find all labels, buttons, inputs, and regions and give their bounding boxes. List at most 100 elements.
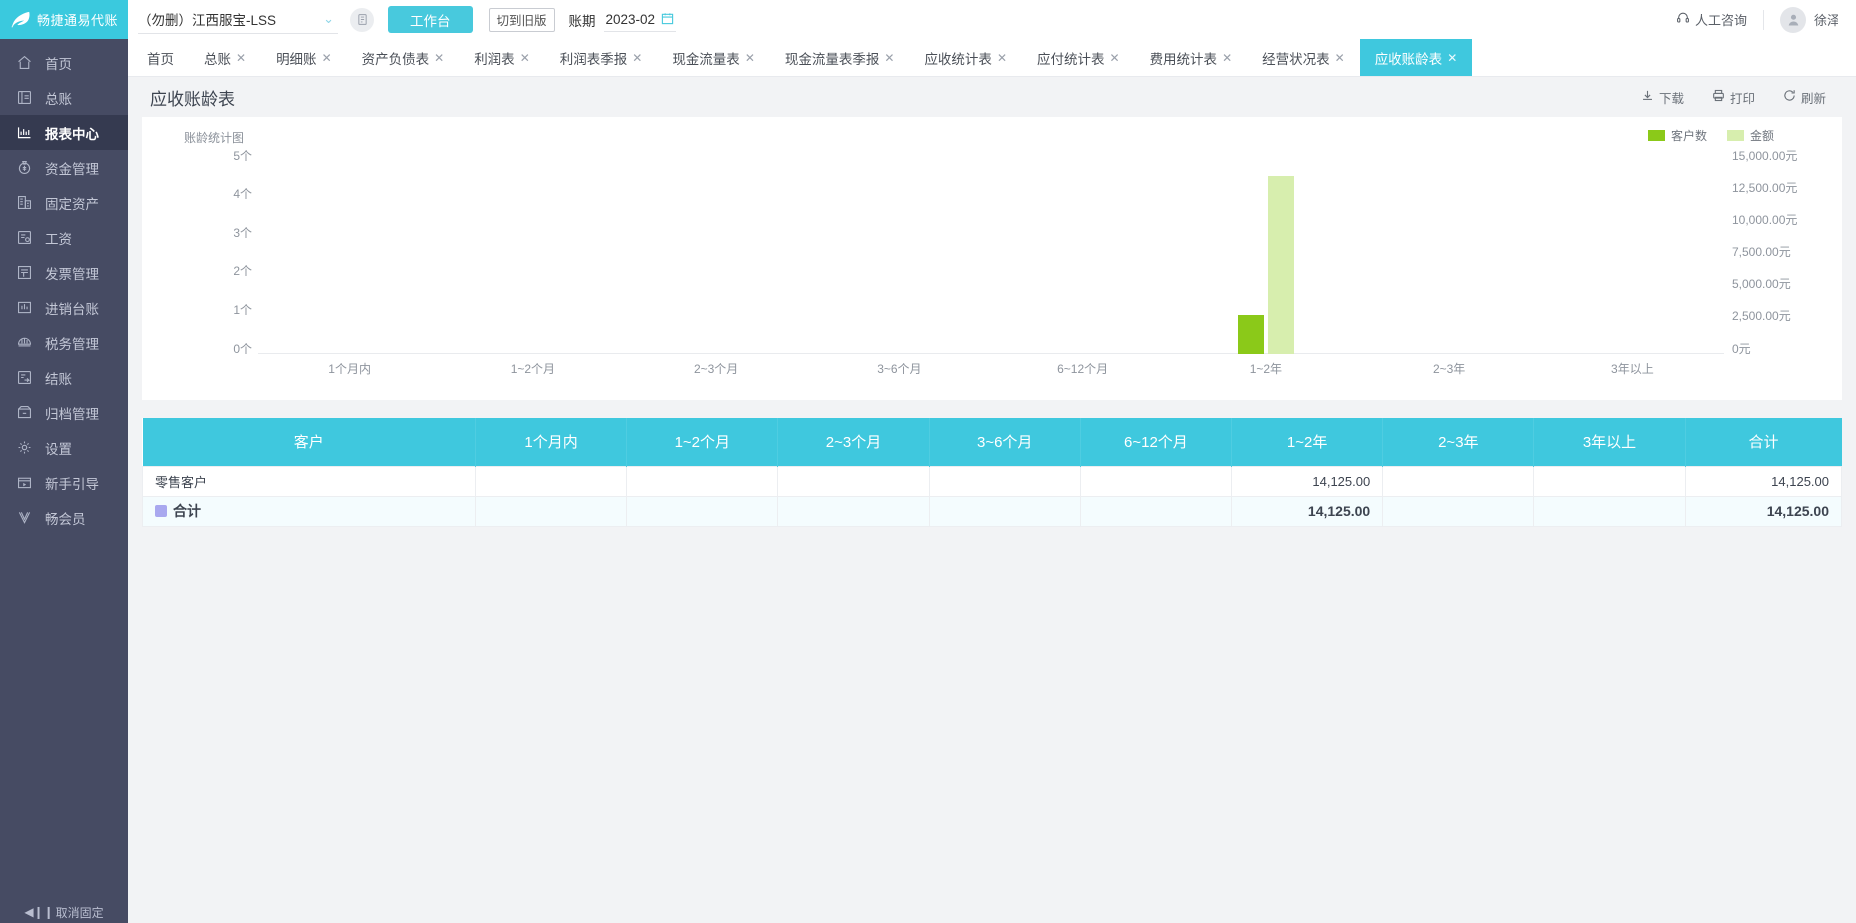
sidebar-item-onboarding-guide[interactable]: 新手引导 <box>0 465 128 500</box>
column-header-total[interactable]: 合计 <box>1685 418 1842 466</box>
book-icon[interactable] <box>350 7 374 32</box>
tab-business-status[interactable]: 经营状况表 ✕ <box>1247 39 1360 76</box>
tab-detail-ledger[interactable]: 明细账 ✕ <box>261 39 347 76</box>
sidebar-item-settlement[interactable]: 结账 <box>0 360 128 395</box>
sidebar-item-inventory-ledger[interactable]: 进销台账 <box>0 290 128 325</box>
money-bag-icon <box>16 159 33 176</box>
legend-item-amount[interactable]: 金额 <box>1726 127 1774 144</box>
close-icon[interactable]: ✕ <box>321 50 332 65</box>
close-icon[interactable]: ✕ <box>1447 50 1458 65</box>
period-label: 账期 <box>568 13 596 29</box>
sidebar-unpin-button[interactable]: ◀❙❙ 取消固定 <box>0 901 128 923</box>
cell-1-2-months <box>626 495 779 527</box>
close-icon[interactable]: ✕ <box>744 50 755 65</box>
bar-amount[interactable] <box>1267 176 1294 354</box>
tab-general-ledger[interactable]: 总账 ✕ <box>189 39 261 76</box>
download-button[interactable]: 下载 <box>1641 88 1684 107</box>
sidebar-item-fixed-assets[interactable]: 固定资产 <box>0 185 128 220</box>
bar-customer-count[interactable] <box>1237 315 1264 354</box>
tab-income-statement[interactable]: 利润表 ✕ <box>459 39 545 76</box>
tab-label: 费用统计表 <box>1149 51 1218 67</box>
sidebar-unpin-label: 取消固定 <box>55 905 104 920</box>
column-header-2-3-years[interactable]: 2~3年 <box>1382 418 1535 466</box>
sidebar-item-label: 新手引导 <box>45 476 99 492</box>
app-logo[interactable]: 畅捷通易代账 <box>0 0 128 39</box>
close-icon[interactable]: ✕ <box>434 50 445 65</box>
tab-label: 首页 <box>147 51 174 67</box>
sidebar-item-payroll[interactable]: 工资 <box>0 220 128 255</box>
column-header-2-3-months[interactable]: 2~3个月 <box>777 418 930 466</box>
cell-customer: 零售客户 <box>142 465 476 497</box>
sidebar-item-general-ledger[interactable]: 总账 <box>0 80 128 115</box>
sidebar-item-archive[interactable]: 归档管理 <box>0 395 128 430</box>
period-picker[interactable]: 2023-02 <box>603 8 677 32</box>
table-total-row[interactable]: 合计 14,125.00 14,125.00 <box>142 495 1843 527</box>
column-header-over-3-years[interactable]: 3年以上 <box>1533 418 1686 466</box>
close-icon[interactable]: ✕ <box>1222 50 1233 65</box>
tab-cash-flow[interactable]: 现金流量表 ✕ <box>657 39 770 76</box>
chevron-down-icon: ⌄ <box>323 11 334 26</box>
user-name[interactable]: 徐泽 <box>1814 13 1838 28</box>
x-tick-label: 3~6个月 <box>877 362 922 376</box>
gear-icon <box>16 439 33 456</box>
switch-legacy-button[interactable]: 切到旧版 <box>488 7 555 32</box>
left-axis-tick: 2个 <box>233 264 252 278</box>
cell-6-12-months <box>1079 495 1233 527</box>
column-header-1-2-months[interactable]: 1~2个月 <box>626 418 779 466</box>
cell-1-2-years: 14,125.00 <box>1231 465 1384 497</box>
close-icon[interactable]: ✕ <box>1109 50 1120 65</box>
close-icon[interactable]: ✕ <box>1334 50 1345 65</box>
tab-income-statement-quarterly[interactable]: 利润表季报 ✕ <box>545 39 658 76</box>
x-tick-label: 1~2年 <box>1249 362 1283 376</box>
table-body: 零售客户 14,125.00 14,125.00 <box>142 465 1843 527</box>
sidebar-item-funds[interactable]: 资金管理 <box>0 150 128 185</box>
print-button[interactable]: 打印 <box>1712 88 1755 107</box>
avatar[interactable] <box>1780 6 1806 33</box>
right-axis-tick: 15,000.00元 <box>1732 149 1798 163</box>
sidebar-item-invoice[interactable]: 发票管理 <box>0 255 128 290</box>
sidebar-item-settings[interactable]: 设置 <box>0 430 128 465</box>
workbench-button[interactable]: 工作台 <box>388 6 473 33</box>
cell-3-6-months <box>928 495 1081 527</box>
legend-item-customer-count[interactable]: 客户数 <box>1647 127 1707 144</box>
sidebar-item-label: 税务管理 <box>45 336 99 352</box>
account-set-select[interactable]: （勿删）江西服宝-LSS ⌄ <box>138 6 338 34</box>
table-row[interactable]: 零售客户 14,125.00 14,125.00 <box>142 465 1843 497</box>
support-label: 人工咨询 <box>1694 13 1747 28</box>
home-icon <box>16 54 33 71</box>
tab-payable-statistics[interactable]: 应付统计表 ✕ <box>1022 39 1135 76</box>
tax-icon <box>16 334 33 351</box>
payroll-icon <box>16 229 33 246</box>
close-icon[interactable]: ✕ <box>884 50 895 65</box>
column-header-1-2-years[interactable]: 1~2年 <box>1231 418 1384 466</box>
tab-label: 应收统计表 <box>924 51 992 67</box>
tab-expense-statistics[interactable]: 费用统计表 ✕ <box>1135 39 1248 76</box>
support-chat-button[interactable]: 人工咨询 <box>1676 10 1747 29</box>
tab-cash-flow-quarterly[interactable]: 现金流量表季报 ✕ <box>770 39 910 76</box>
chart-x-labels: 1个月内 1~2个月 2~3个月 3~6个月 6~12个月 1~2年 2~3年 … <box>258 360 1724 377</box>
refresh-button[interactable]: 刷新 <box>1783 88 1826 107</box>
tab-receivable-statistics[interactable]: 应收统计表 ✕ <box>909 39 1022 76</box>
top-bar: （勿删）江西服宝-LSS ⌄ 工作台 切到旧版 账期 2023-02 <box>128 0 1856 39</box>
column-header-3-6-months[interactable]: 3~6个月 <box>929 418 1081 466</box>
tab-balance-sheet[interactable]: 资产负债表 ✕ <box>347 39 460 76</box>
close-icon[interactable]: ✕ <box>632 50 643 65</box>
sidebar-item-report-center[interactable]: 报表中心 <box>0 115 128 150</box>
column-header-6-12-months[interactable]: 6~12个月 <box>1080 418 1233 466</box>
sidebar-item-tax[interactable]: 税务管理 <box>0 325 128 360</box>
tab-home[interactable]: 首页 <box>132 39 189 76</box>
close-icon[interactable]: ✕ <box>519 50 530 65</box>
tab-receivable-aging[interactable]: 应收账龄表 ✕ <box>1359 39 1473 76</box>
legend-label: 金额 <box>1749 129 1774 143</box>
close-icon[interactable]: ✕ <box>996 50 1007 65</box>
sidebar-item-home[interactable]: 首页 <box>0 45 128 80</box>
ledger-icon <box>16 89 33 106</box>
right-axis-tick: 7,500.00元 <box>1732 245 1791 259</box>
cell-over-3-years <box>1533 465 1686 497</box>
column-header-customer[interactable]: 客户 <box>142 418 476 466</box>
sidebar-item-vip-member[interactable]: 畅会员 <box>0 500 128 535</box>
close-icon[interactable]: ✕ <box>236 50 247 65</box>
column-header-within-1-month[interactable]: 1个月内 <box>475 418 628 466</box>
cell-within-1-month <box>474 465 628 497</box>
